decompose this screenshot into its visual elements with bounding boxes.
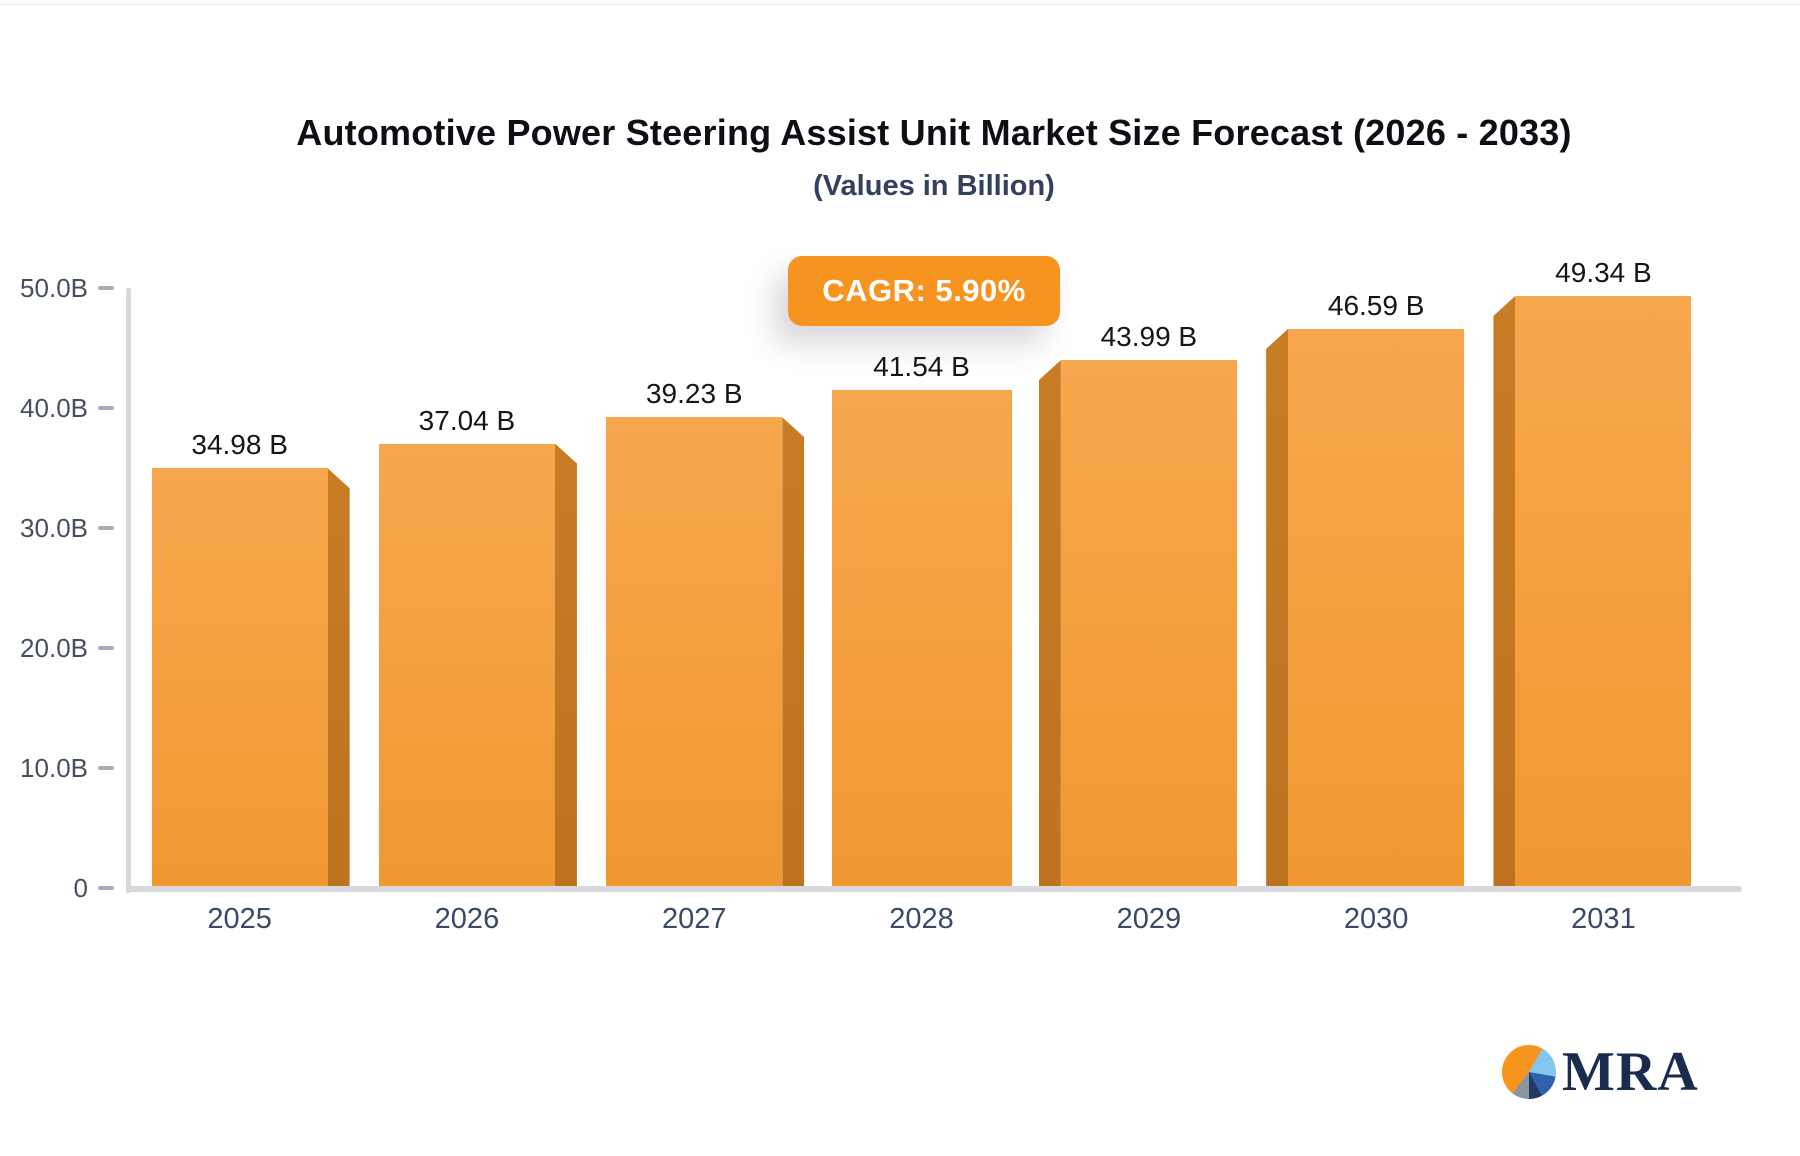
x-axis-category-label: 2026 bbox=[434, 903, 500, 935]
bar-2031 bbox=[1515, 295, 1692, 888]
bar-3d-side bbox=[1038, 360, 1061, 888]
bar-3d-side bbox=[554, 443, 577, 888]
y-axis-tick bbox=[98, 286, 114, 290]
bar-2028 bbox=[831, 389, 1012, 888]
x-axis-category-label: 2025 bbox=[207, 903, 272, 935]
x-axis-category-label: 2027 bbox=[661, 903, 727, 935]
top-border-strip bbox=[0, 0, 1800, 5]
y-axis-tick-label: 10.0B bbox=[20, 753, 88, 783]
y-axis-tick bbox=[98, 406, 114, 410]
bar-3d-side bbox=[327, 468, 350, 888]
bar-value-label: 46.59 B bbox=[1327, 289, 1425, 321]
x-axis-category-label: 2029 bbox=[1116, 903, 1182, 935]
chart-subtitle: (Values in Billion) bbox=[813, 170, 1055, 202]
x-axis-category-label: 2031 bbox=[1571, 903, 1636, 935]
y-axis-tick-label: 30.0B bbox=[20, 513, 88, 543]
bar-2029 bbox=[1060, 360, 1237, 888]
bar-3d-side bbox=[1493, 295, 1516, 888]
bar-value-label: 43.99 B bbox=[1100, 321, 1198, 353]
y-axis-tick bbox=[98, 646, 114, 650]
bar-2030 bbox=[1288, 328, 1465, 888]
x-axis-category-label: 2028 bbox=[889, 903, 954, 935]
brand-logo-text: MRA bbox=[1562, 1041, 1699, 1103]
cagr-badge-label: CAGR: 5.90% bbox=[822, 273, 1026, 308]
bar-value-label: 41.54 B bbox=[873, 350, 970, 382]
brand-logo: MRA bbox=[1502, 1040, 1699, 1104]
bar-value-label: 34.98 B bbox=[191, 429, 288, 461]
bar-3d-side bbox=[782, 417, 805, 888]
x-axis-category-label: 2030 bbox=[1343, 903, 1409, 935]
y-axis-tick bbox=[98, 526, 114, 530]
bar-2025 bbox=[151, 468, 328, 888]
bar-value-label: 39.23 B bbox=[645, 378, 743, 410]
bar-3d-side bbox=[1266, 328, 1289, 888]
y-axis-tick-label: 40.0B bbox=[20, 393, 88, 423]
pie-chart-logo-icon bbox=[1502, 1045, 1556, 1099]
y-axis-tick-label: 20.0B bbox=[20, 633, 88, 663]
cagr-badge: CAGR: 5.90% bbox=[788, 256, 1060, 326]
y-axis-tick bbox=[98, 886, 114, 890]
y-axis-tick-label: 0 bbox=[73, 873, 88, 903]
x-axis-baseline bbox=[126, 886, 1742, 892]
y-axis-tick bbox=[98, 766, 114, 770]
y-axis-tick-label: 50.0B bbox=[20, 273, 88, 303]
bar-2027 bbox=[606, 417, 783, 888]
bar-value-label: 37.04 B bbox=[418, 404, 516, 436]
bar-2026 bbox=[378, 443, 555, 888]
chart-title: Automotive Power Steering Assist Unit Ma… bbox=[296, 112, 1572, 153]
bar-value-label: 49.34 B bbox=[1555, 256, 1652, 288]
y-axis-line bbox=[126, 288, 131, 893]
